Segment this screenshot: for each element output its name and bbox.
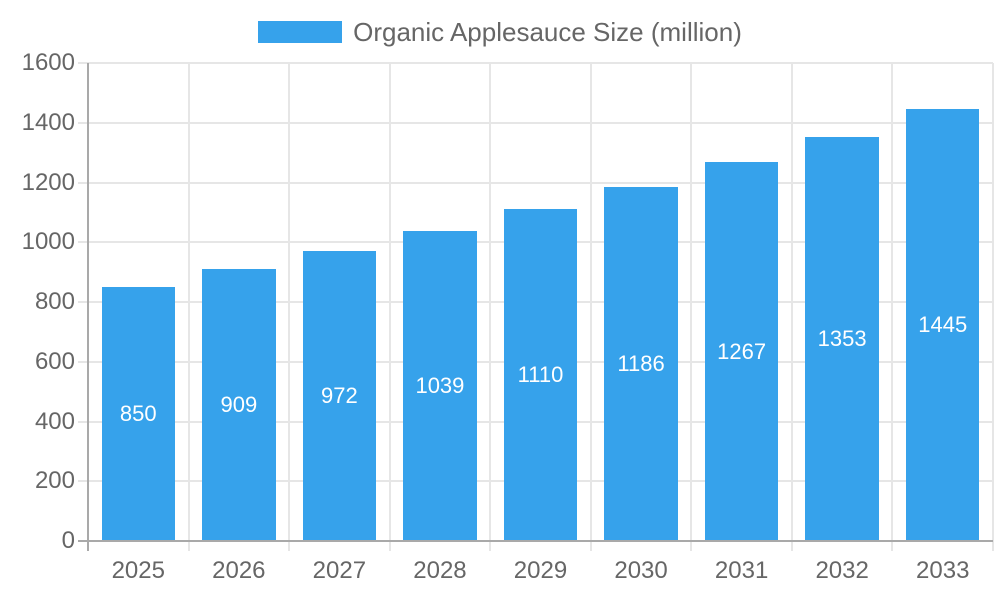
- bar-value-label: 1039: [415, 372, 465, 398]
- x-axis-tick-label: 2031: [714, 557, 769, 584]
- legend-swatch-icon: [258, 21, 343, 43]
- y-axis-tick-label: 800: [34, 288, 75, 315]
- y-axis-tick-label: 200: [34, 467, 75, 495]
- bar-2033[interactable]: [906, 109, 980, 541]
- x-axis-tick-label: 2026: [212, 557, 266, 584]
- legend: Organic Applesauce Size (million): [0, 18, 1000, 46]
- x-gridline: [489, 63, 492, 551]
- bar-2032[interactable]: [805, 136, 879, 541]
- bar-value-label: 1445: [918, 312, 968, 338]
- bar-2029[interactable]: [503, 209, 578, 541]
- y-gridline: [78, 62, 993, 64]
- x-gridline: [589, 63, 592, 551]
- legend-label: Organic Applesauce Size (million): [353, 17, 742, 47]
- x-gridline: [690, 63, 693, 551]
- bar-value-label: 850: [119, 401, 157, 427]
- bar-2031[interactable]: [704, 162, 779, 541]
- x-gridline: [288, 63, 291, 551]
- bar-2027[interactable]: [302, 250, 377, 541]
- bar-value-label: 972: [321, 382, 358, 408]
- x-axis-line: [78, 540, 993, 542]
- x-gridline: [187, 63, 190, 551]
- y-axis-tick-label: 1000: [21, 228, 75, 256]
- bar-2025[interactable]: [101, 287, 175, 541]
- bar-value-label: 1186: [617, 350, 665, 376]
- bar-value-label: 1110: [517, 362, 564, 388]
- x-gridline: [992, 63, 994, 551]
- bar-2030[interactable]: [604, 186, 678, 541]
- y-axis-tick-label: 600: [34, 347, 75, 375]
- y-axis-line: [87, 63, 89, 551]
- x-axis-tick-label: 2033: [916, 557, 970, 584]
- x-gridline: [891, 63, 894, 551]
- y-axis-tick-label: 0: [61, 527, 75, 554]
- x-gridline: [388, 63, 391, 551]
- x-axis-tick-label: 2032: [815, 557, 869, 584]
- bar-value-label: 1353: [817, 325, 867, 351]
- x-axis-tick-label: 2025: [111, 557, 165, 584]
- x-gridline: [790, 63, 793, 551]
- bar-2028[interactable]: [403, 230, 477, 541]
- bar-value-label: 909: [220, 392, 258, 418]
- y-gridline: [78, 181, 993, 184]
- y-axis-tick-label: 1400: [21, 108, 75, 136]
- y-axis-tick-label: 1600: [21, 49, 75, 76]
- bar-value-label: 1267: [717, 338, 767, 364]
- y-axis-tick-label: 400: [34, 407, 75, 435]
- bar-2026[interactable]: [202, 269, 276, 541]
- x-axis-tick-label: 2029: [513, 557, 568, 584]
- legend-item[interactable]: Organic Applesauce Size (million): [258, 18, 742, 46]
- x-axis-tick-label: 2030: [614, 557, 668, 584]
- x-axis-tick-label: 2027: [312, 557, 367, 584]
- x-axis-tick-label: 2028: [413, 557, 467, 584]
- y-gridline: [78, 121, 993, 124]
- y-axis-tick-label: 1200: [21, 168, 75, 196]
